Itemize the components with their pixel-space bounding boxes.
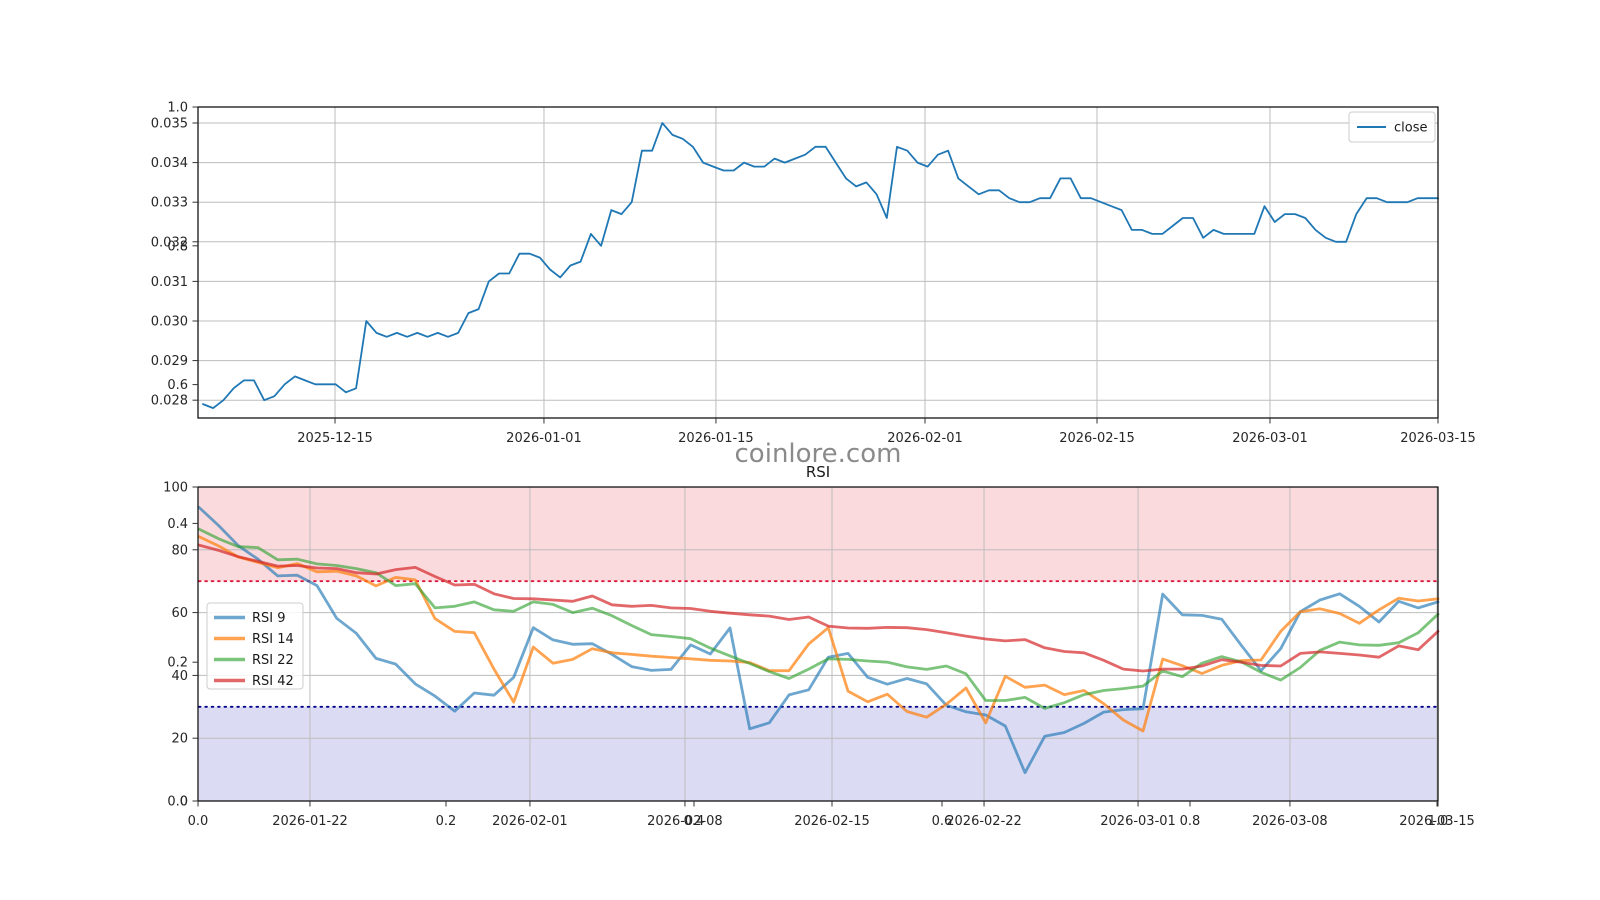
watermark: coinlore.com [735,439,902,469]
overlay-x-tick-label: 0.8 [1180,814,1201,829]
rsi14-line [197,535,1440,733]
price-y-tick-label: 0.032 [151,235,188,250]
close-line [202,122,1439,410]
overlay-x-tick-label: 0.0 [188,814,209,829]
rsi-x-tick-label: 2026-01-22 [272,814,348,829]
tick-marks [192,106,1439,807]
price-x-tick-label: 2025-12-15 [297,431,373,446]
rsi9-legend-label: RSI 9 [252,611,286,626]
price-x-tick-label: 2026-01-15 [678,431,754,446]
rsi-x-tick-label: 2026-02-08 [647,814,723,829]
rsi42-legend-label: RSI 42 [252,674,294,689]
overlay-y-tick-label: 0.2 [167,656,188,671]
rsi-x-tick-label: 2026-03-15 [1399,814,1475,829]
price-plot-border [197,106,1439,419]
rsi-x-tick-label: 2026-03-01 [1100,814,1176,829]
rsi-plot-border [197,486,1439,802]
overlay-y-tick-label: 0.0 [167,795,188,810]
overlay-x-tick-label: 0.4 [684,814,705,829]
rsi-x-tick-label: 2026-02-22 [946,814,1022,829]
price-y-tick-label: 0.035 [151,116,188,131]
rsi-title: RSI [806,463,830,481]
rsi22-line [197,527,1440,710]
overlay-y-tick-label: 0.8 [167,239,188,254]
rsi-band-overbought [198,487,1438,582]
close-legend-label: close [1394,121,1427,136]
rsi-y-tick-label: 60 [171,606,188,621]
rsi-y-tick-label: 100 [163,481,188,496]
tick-labels: 2025-12-15 2026-01-01 2026-01-15 2026-02-01… [151,101,1476,830]
rsi22-legend-label: RSI 22 [252,653,294,668]
rsi-y-tick-label: 0 [180,795,188,810]
price-x-tick-label: 2026-03-01 [1232,431,1308,446]
rsi-threshold-lines [197,580,1439,708]
rsi14-legend-label: RSI 14 [252,632,294,647]
price-legend: close [1348,111,1436,143]
rsi-band-oversold [198,706,1438,801]
price-x-tick-label: 2026-01-01 [506,431,582,446]
price-y-tick-label: 0.031 [151,275,188,290]
overlay-x-tick-label: 1.0 [1428,814,1449,829]
rsi-threshold-bands [198,487,1438,801]
rsi9-line [197,505,1440,775]
rsi-legend-box [206,602,304,690]
rsi-y-tick-label: 20 [171,732,188,747]
price-legend-box [1348,111,1436,143]
price-y-tick-label: 0.034 [151,156,188,171]
price-y-tick-label: 0.030 [151,314,188,329]
price-x-tick-label: 2026-02-01 [887,431,963,446]
overlay-y-tick-label: 0.4 [167,517,188,532]
rsi-y-tick-label: 80 [171,543,188,558]
price-y-tick-label: 0.028 [151,394,188,409]
price-x-tick-label: 2026-02-15 [1059,431,1135,446]
data-series [197,122,1440,775]
rsi-legend: RSI 9 RSI 14 RSI 22 RSI 42 [206,602,304,690]
overlay-x-tick-label: 0.6 [932,814,953,829]
rsi42-line [197,543,1440,673]
gridlines [198,107,1439,801]
overlay-y-tick-label: 1.0 [167,101,188,116]
price-y-tick-label: 0.033 [151,196,188,211]
rsi-x-tick-label: 2026-03-08 [1252,814,1328,829]
rsi-x-tick-label: 2026-02-15 [794,814,870,829]
price-x-tick-label: 2026-03-15 [1400,431,1476,446]
rsi-x-tick-label: 2026-02-01 [492,814,568,829]
overlay-x-tick-label: 0.2 [436,814,457,829]
plot-borders [197,106,1439,802]
rsi-y-tick-label: 40 [171,669,188,684]
price-y-tick-label: 0.029 [151,354,188,369]
overlay-y-tick-label: 0.6 [167,378,188,393]
